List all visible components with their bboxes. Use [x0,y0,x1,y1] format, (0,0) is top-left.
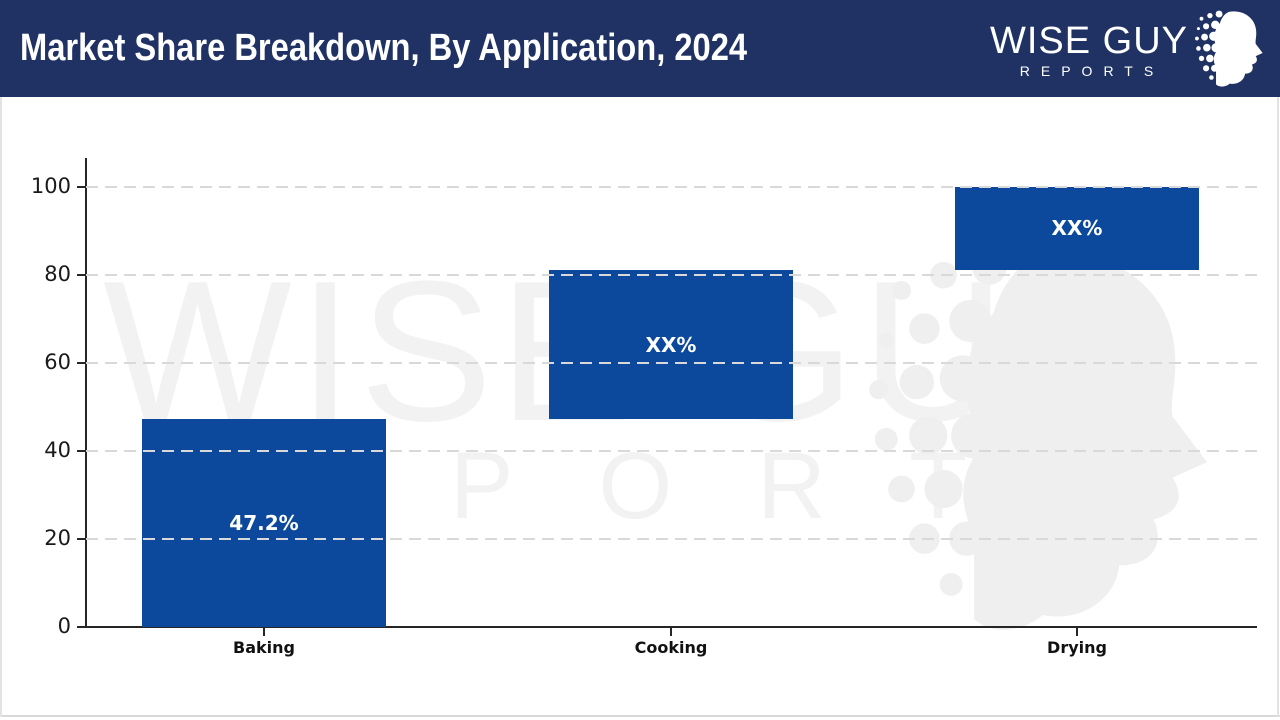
bar-value-label: XX% [1051,216,1103,241]
bar-cooking: XX% [549,269,793,420]
y-tick-mark [77,274,86,276]
right-edge-rule [1277,97,1279,717]
y-tick-label: 60 [44,350,71,374]
x-axis-line [85,626,1257,628]
y-tick-mark [77,626,86,628]
gridline-40 [86,450,1257,452]
gridline-60 [86,362,1257,364]
x-tick-mark [670,628,672,636]
y-axis-line [85,158,87,627]
logo-wordmark: WISE GUY REPORTS [990,21,1188,79]
x-tick-label-baking: Baking [233,638,295,657]
y-tick-mark [77,450,86,452]
y-tick-mark [77,362,86,364]
logo-wordmark-line1: WISE GUY [989,20,1188,62]
waterfall-chart: 47.2% XX% XX% 0 20 40 60 80 100 Baking Cooking Dryi… [0,97,1280,720]
y-tick-mark [77,186,86,188]
y-tick-label: 100 [30,174,71,198]
logo-wordmark-line2: REPORTS [1019,63,1165,79]
logo-face-icon [1195,10,1263,87]
x-tick-mark [263,628,265,636]
x-tick-mark [1076,628,1078,636]
page-title: Market Share Breakdown, By Application, … [20,27,748,69]
chart-area: WISE GUY REPORTS 47.2% XX% XX% 0 20 40 60 80 100… [0,97,1280,720]
y-tick-label: 20 [44,526,71,550]
bar-value-label: XX% [645,332,697,357]
bar-baking: 47.2% [142,419,386,627]
y-tick-mark [77,538,86,540]
gridline-100 [86,186,1257,188]
gridline-20 [86,538,1257,540]
header: Market Share Breakdown, By Application, … [0,0,1280,97]
y-tick-label: 0 [57,614,71,638]
footer-rule [0,715,1280,717]
x-tick-label-drying: Drying [1047,638,1107,657]
bar-value-label: 47.2% [229,511,299,536]
x-tick-label-cooking: Cooking [634,638,708,657]
brand-logo: WISE GUY REPORTS [990,6,1268,94]
gridline-80 [86,274,1257,276]
y-tick-label: 40 [44,438,71,462]
bar-drying: XX% [955,187,1199,270]
y-tick-label: 80 [44,262,71,286]
left-edge-rule [0,97,2,717]
